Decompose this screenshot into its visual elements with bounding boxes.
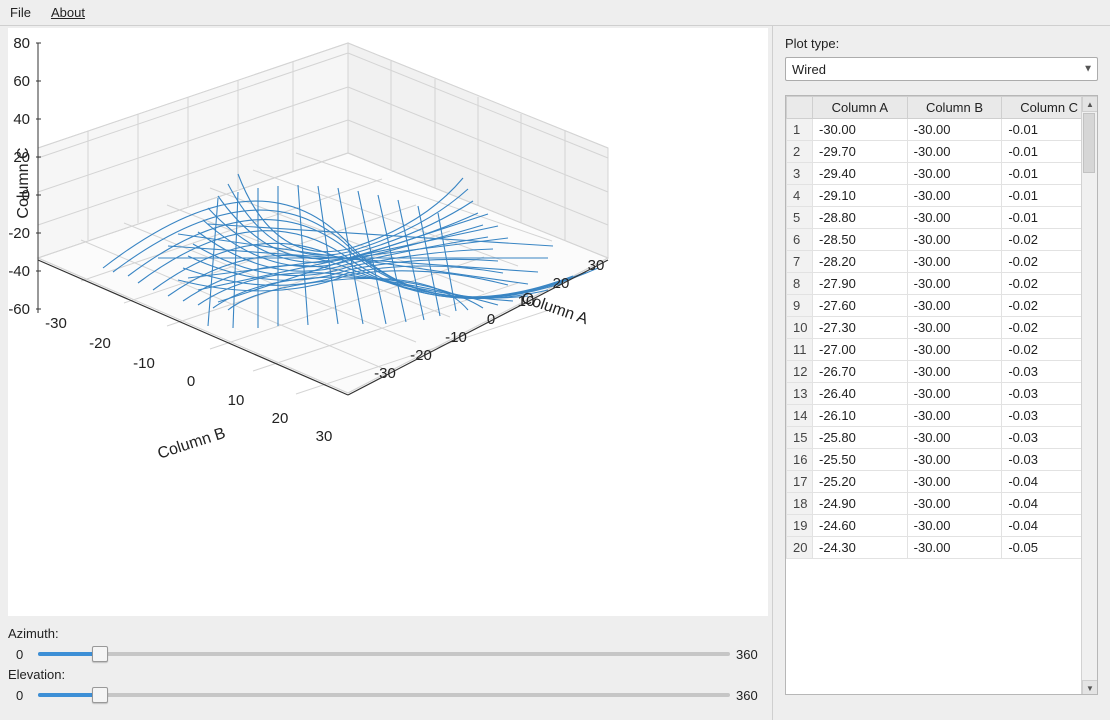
svg-text:20: 20 [272, 410, 289, 427]
svg-text:30: 30 [316, 428, 333, 445]
table-row[interactable]: 11 -27.00 -30.00 -0.02 [787, 339, 1097, 361]
table-header-col-a[interactable]: Column A [813, 97, 908, 119]
table-row[interactable]: 15 -25.80 -30.00 -0.03 [787, 427, 1097, 449]
table-row[interactable]: 4 -29.10 -30.00 -0.01 [787, 185, 1097, 207]
svg-text:-30: -30 [45, 315, 67, 332]
left-panel: 80 60 40 20 0 -20 -40 -60 [0, 26, 772, 720]
azimuth-label: Azimuth: [8, 626, 772, 641]
svg-text:40: 40 [13, 111, 30, 128]
table-row[interactable]: 6 -28.50 -30.00 -0.02 [787, 229, 1097, 251]
svg-text:-20: -20 [89, 335, 111, 352]
elevation-row: Elevation: 0 360 [0, 663, 772, 704]
plot-type-label: Plot type: [785, 36, 1098, 51]
data-table[interactable]: Column A Column B Column C 1 -30.00 -30.… [786, 96, 1097, 559]
table-row[interactable]: 12 -26.70 -30.00 -0.03 [787, 361, 1097, 383]
azimuth-row: Azimuth: 0 360 [0, 622, 772, 663]
table-row[interactable]: 3 -29.40 -30.00 -0.01 [787, 163, 1097, 185]
svg-text:80: 80 [13, 35, 30, 52]
elevation-max-label: 360 [736, 688, 764, 703]
azimuth-slider[interactable] [38, 645, 730, 663]
table-row[interactable]: 2 -29.70 -30.00 -0.01 [787, 141, 1097, 163]
menu-bar: File About [0, 0, 1110, 26]
svg-text:20: 20 [553, 275, 570, 292]
table-row[interactable]: 17 -25.20 -30.00 -0.04 [787, 471, 1097, 493]
elevation-slider[interactable] [38, 686, 730, 704]
elevation-min-label: 0 [16, 688, 32, 703]
table-row[interactable]: 18 -24.90 -30.00 -0.04 [787, 493, 1097, 515]
table-row[interactable]: 10 -27.30 -30.00 -0.02 [787, 317, 1097, 339]
scrollbar-thumb[interactable] [1083, 113, 1095, 173]
plot-type-value: Wired [792, 62, 826, 77]
controls-panel: Azimuth: 0 360 Elevation: 0 [0, 622, 772, 720]
data-table-wrap[interactable]: Column A Column B Column C 1 -30.00 -30.… [785, 95, 1098, 695]
table-row[interactable]: 14 -26.10 -30.00 -0.03 [787, 405, 1097, 427]
elevation-label: Elevation: [8, 667, 772, 682]
table-row[interactable]: 20 -24.30 -30.00 -0.05 [787, 537, 1097, 559]
svg-text:Column B: Column B [156, 425, 228, 463]
svg-text:Column A: Column A [519, 289, 590, 328]
elevation-slider-row: 0 360 [8, 686, 772, 704]
table-row[interactable]: 19 -24.60 -30.00 -0.04 [787, 515, 1097, 537]
azimuth-min-label: 0 [16, 647, 32, 662]
table-body[interactable]: 1 -30.00 -30.00 -0.01 2 -29.70 -30.00 -0… [787, 119, 1097, 559]
svg-text:Column C: Column C [15, 147, 32, 218]
table-row[interactable]: 13 -26.40 -30.00 -0.03 [787, 383, 1097, 405]
svg-text:0: 0 [187, 373, 195, 390]
table-row[interactable]: 8 -27.90 -30.00 -0.02 [787, 273, 1097, 295]
table-row[interactable]: 1 -30.00 -30.00 -0.01 [787, 119, 1097, 141]
svg-text:60: 60 [13, 73, 30, 90]
azimuth-slider-row: 0 360 [8, 645, 772, 663]
plot-type-dropdown[interactable]: Wired ▼ [785, 57, 1098, 81]
scrollbar-down-arrow[interactable]: ▼ [1082, 680, 1098, 695]
azimuth-max-label: 360 [736, 647, 764, 662]
right-panel: Plot type: Wired ▼ Column A Column B Col… [772, 26, 1110, 720]
azimuth-slider-handle[interactable] [92, 646, 108, 662]
svg-text:30: 30 [588, 257, 605, 274]
menu-about[interactable]: About [41, 1, 95, 24]
svg-text:10: 10 [228, 392, 245, 409]
table-header-col-b[interactable]: Column B [907, 97, 1002, 119]
table-row[interactable]: 7 -28.20 -30.00 -0.02 [787, 251, 1097, 273]
scrollbar-up-arrow[interactable]: ▲ [1082, 96, 1098, 112]
svg-text:-40: -40 [8, 263, 30, 280]
main-area: 80 60 40 20 0 -20 -40 -60 [0, 26, 1110, 720]
svg-text:-10: -10 [133, 355, 155, 372]
surface-plot-svg: 80 60 40 20 0 -20 -40 -60 [8, 28, 768, 616]
menu-file[interactable]: File [0, 1, 41, 24]
dropdown-chevron-icon: ▼ [1083, 64, 1093, 75]
table-row[interactable]: 16 -25.50 -30.00 -0.03 [787, 449, 1097, 471]
svg-text:-60: -60 [8, 301, 30, 318]
table-row[interactable]: 5 -28.80 -30.00 -0.01 [787, 207, 1097, 229]
table-vscrollbar[interactable]: ▲ ▼ [1081, 96, 1097, 695]
svg-text:-20: -20 [8, 225, 30, 242]
elevation-slider-handle[interactable] [92, 687, 108, 703]
table-row[interactable]: 9 -27.60 -30.00 -0.02 [787, 295, 1097, 317]
surface-plot-canvas: 80 60 40 20 0 -20 -40 -60 [8, 28, 768, 616]
